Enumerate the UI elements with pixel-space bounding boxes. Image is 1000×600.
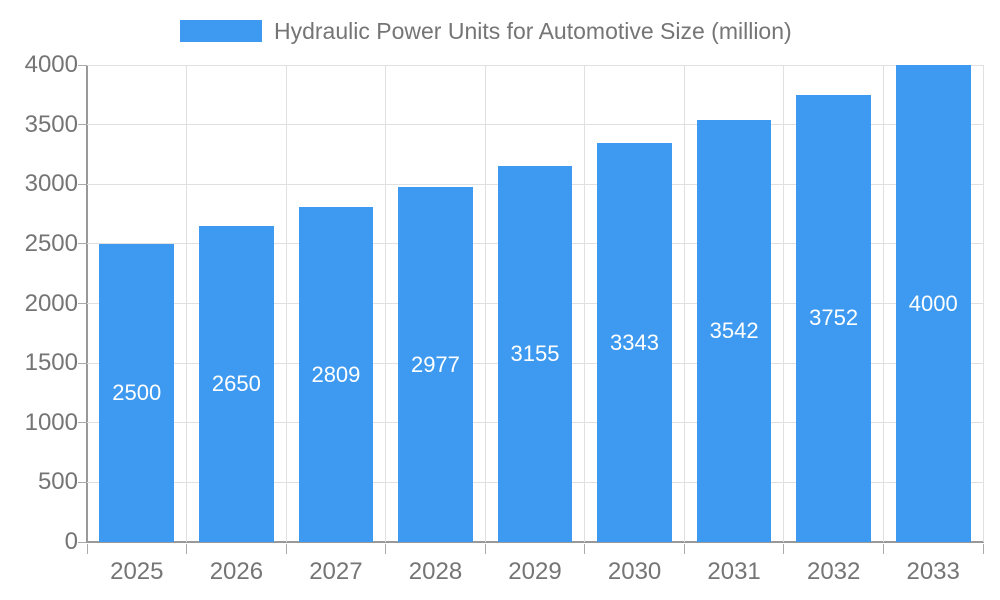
y-axis-tick-label: 3000 — [24, 170, 78, 198]
x-axis-tick — [285, 544, 287, 554]
legend-label: Hydraulic Power Units for Automotive Siz… — [274, 18, 792, 44]
gridline-vertical — [385, 65, 387, 542]
y-axis-tick — [78, 481, 86, 483]
legend-item[interactable]: Hydraulic Power Units for Automotive Siz… — [180, 18, 792, 44]
x-axis-tick-label: 2028 — [408, 558, 463, 585]
bar-2025[interactable]: 2500 — [99, 243, 175, 542]
bar-2028[interactable]: 2977 — [398, 187, 473, 542]
bar-value-label: 3542 — [709, 317, 759, 343]
bar-2027[interactable]: 2809 — [298, 207, 374, 542]
gridline-vertical — [882, 65, 884, 542]
x-axis-tick — [683, 544, 685, 554]
bar-value-label: 3343 — [610, 329, 659, 355]
y-axis-tick-label: 2500 — [24, 229, 78, 257]
x-axis-tick-label: 2032 — [806, 558, 861, 585]
bar-2029[interactable]: 3155 — [497, 165, 573, 542]
y-axis-tick — [78, 124, 86, 126]
y-axis-tick — [78, 422, 86, 424]
x-axis-tick-label: 2033 — [906, 558, 960, 585]
gridline-vertical — [584, 65, 586, 542]
y-axis-tick — [78, 362, 86, 364]
x-axis-tick — [584, 544, 586, 554]
x-axis-tick — [86, 544, 88, 554]
y-axis-tick-label: 0 — [64, 528, 78, 555]
bar-value-label: 3752 — [809, 305, 859, 331]
x-axis-tick — [385, 544, 387, 554]
y-axis-tick — [78, 303, 86, 304]
x-axis-tick — [882, 544, 884, 554]
y-axis-tick-label: 500 — [37, 468, 78, 496]
bar-2030[interactable]: 3343 — [597, 143, 672, 542]
y-axis-tick — [78, 243, 86, 245]
x-axis-tick-label: 2025 — [110, 558, 164, 585]
legend-swatch — [180, 20, 262, 42]
plot-area: 0 500 1000 1500 2000 2500 3000 3500 4000 2500 2025… — [25, 52, 984, 585]
bar-value-label: 2809 — [311, 361, 361, 387]
x-axis-tick — [484, 544, 486, 554]
x-axis-tick-label: 2026 — [209, 558, 264, 585]
bar-value-label: 2977 — [410, 351, 460, 377]
x-axis-tick-label: 2029 — [508, 558, 562, 585]
gridline-horizontal — [87, 64, 983, 66]
y-axis-tick-label: 1000 — [24, 408, 78, 436]
y-axis-tick-label: 1500 — [24, 349, 78, 377]
gridline-vertical — [285, 65, 287, 542]
y-axis-tick — [78, 64, 86, 66]
bar-2031[interactable]: 3542 — [696, 119, 772, 542]
x-axis-tick-label: 2031 — [707, 558, 761, 585]
bar-value-label: 2500 — [112, 380, 162, 405]
x-axis-line — [86, 541, 984, 543]
bar-2026[interactable]: 2650 — [199, 226, 274, 542]
bar-value-label: 2650 — [211, 371, 261, 396]
y-axis-line — [86, 65, 88, 543]
x-axis-tick-label: 2030 — [607, 558, 662, 585]
bar-2033[interactable]: 4000 — [895, 65, 971, 542]
bar-2032[interactable]: 3752 — [796, 94, 871, 542]
gridline-vertical — [484, 65, 486, 542]
y-axis-tick — [78, 183, 86, 185]
gridline-vertical — [783, 65, 785, 542]
gridline-vertical — [982, 65, 984, 542]
gridline-horizontal — [87, 124, 983, 126]
x-axis-tick-label: 2027 — [309, 558, 363, 585]
bar-value-label: 4000 — [908, 290, 958, 316]
y-axis-tick-label: 3500 — [24, 110, 78, 138]
gridline-vertical — [683, 65, 685, 542]
y-axis-tick-label: 4000 — [24, 51, 78, 78]
x-axis-tick — [783, 544, 785, 554]
y-axis-tick-label: 2000 — [24, 289, 78, 317]
bar-value-label: 3155 — [510, 340, 560, 366]
x-axis-tick — [982, 544, 984, 554]
y-axis-tick — [78, 541, 86, 543]
gridline-vertical — [186, 65, 188, 542]
x-axis-tick — [186, 544, 188, 554]
